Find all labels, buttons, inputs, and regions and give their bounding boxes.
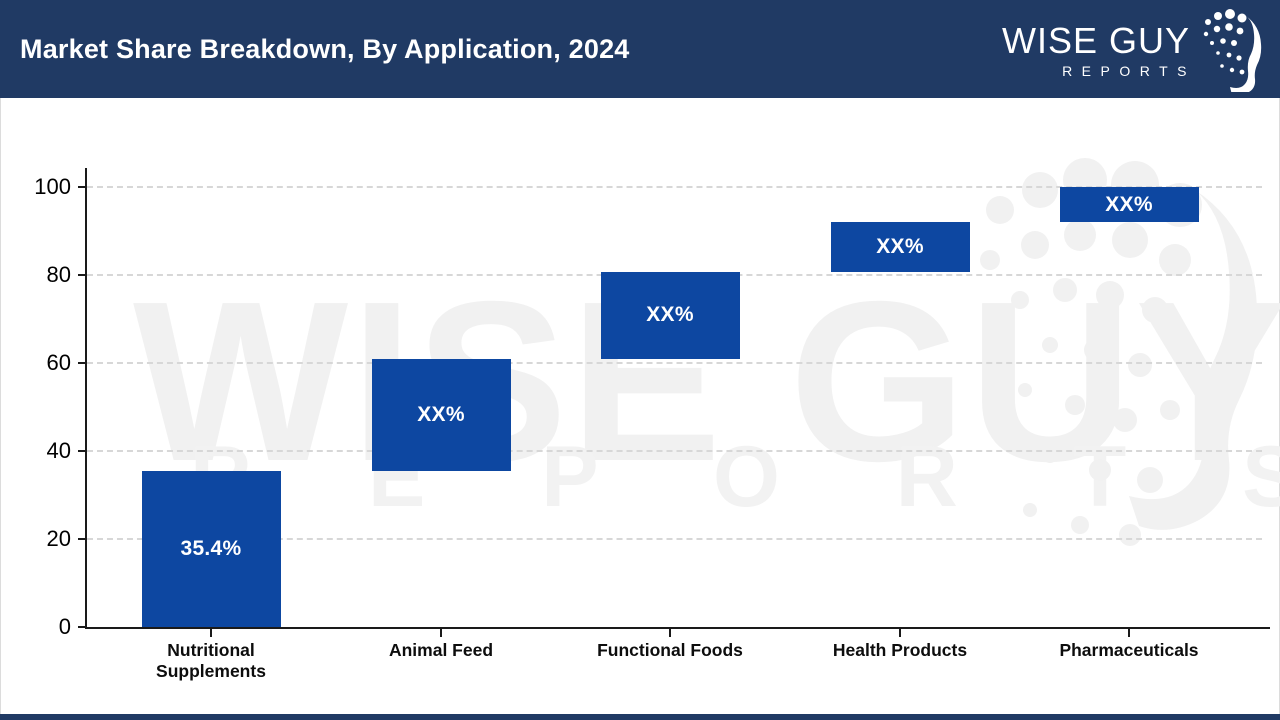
y-tick-label: 100 (34, 174, 71, 199)
y-axis-line (85, 168, 87, 629)
bar-animal-feed: XX% (371, 358, 511, 472)
y-tick-label: 60 (46, 350, 71, 375)
y-tick-mark (78, 274, 85, 276)
brand-head-icon (1203, 9, 1262, 92)
page-title: Market Share Breakdown, By Application, … (20, 33, 630, 64)
x-category-label: Animal Feed (388, 640, 494, 660)
bar-value-label: XX% (876, 235, 924, 259)
x-category-label: Health Products (832, 640, 968, 660)
x-category-label: Pharmaceuticals (1059, 640, 1199, 660)
bar-pharmaceuticals: XX% (1059, 187, 1199, 223)
x-tick-mark (440, 629, 442, 637)
x-category-label: Nutritional Supplements (156, 640, 266, 682)
y-tick-mark (78, 186, 85, 188)
y-tick-label: 20 (46, 526, 71, 551)
y-tick-label: 40 (46, 438, 71, 463)
x-axis-line (85, 627, 1270, 629)
footer-band (0, 714, 1280, 720)
bar-nutritional-supplements: 35.4% (141, 471, 281, 627)
y-tick-mark (78, 626, 85, 628)
bar-functional-foods: XX% (600, 271, 740, 359)
gridline-100 (87, 186, 1262, 188)
brand-logo-text: WISE GUY REPORTS (1001, 19, 1190, 78)
bar-value-label: 35.4% (180, 537, 242, 561)
brand-subname: REPORTS (1062, 62, 1196, 79)
brand-logo: WISE GUY REPORTS (1002, 6, 1268, 94)
y-tick-mark (78, 450, 85, 452)
x-tick-mark (210, 629, 212, 637)
gridline-40 (87, 450, 1262, 452)
brand-name: WISE GUY (1001, 19, 1190, 61)
gridline-20 (87, 538, 1262, 540)
x-tick-mark (899, 629, 901, 637)
bar-value-label: XX% (1105, 192, 1153, 216)
bar-health-products: XX% (830, 222, 970, 272)
x-tick-mark (669, 629, 671, 637)
y-tick-label: 80 (46, 262, 71, 287)
gridline-60 (87, 362, 1262, 364)
y-tick-mark (78, 538, 85, 540)
y-tick-label: 0 (58, 614, 71, 639)
bar-value-label: XX% (646, 303, 694, 327)
y-tick-mark (78, 362, 85, 364)
bar-value-label: XX% (417, 402, 465, 426)
x-tick-mark (1128, 629, 1130, 637)
header-band: Market Share Breakdown, By Application, … (0, 0, 1280, 98)
x-category-label: Functional Foods (597, 640, 743, 660)
